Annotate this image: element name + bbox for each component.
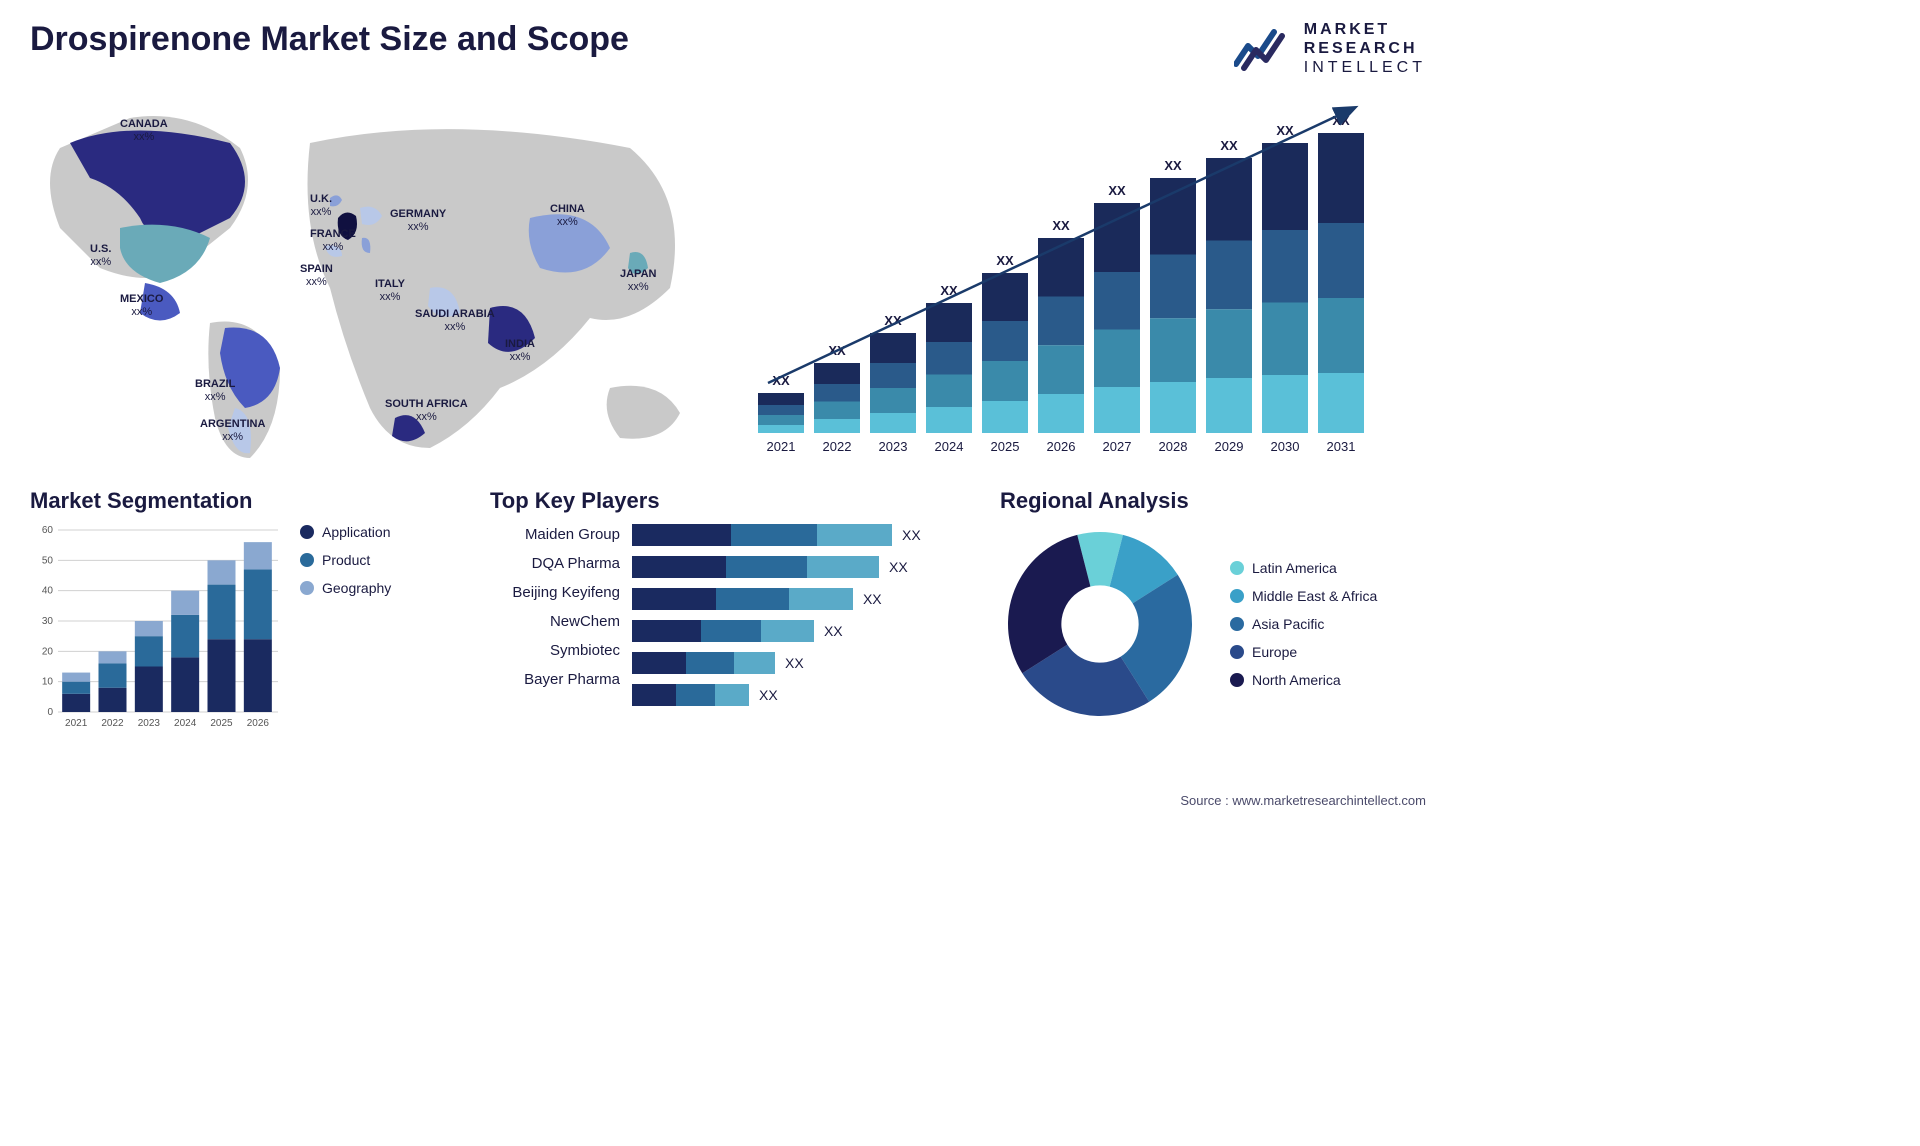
seg-legend-geography: Geography <box>300 580 391 596</box>
map-label-mexico: MEXICOxx% <box>120 293 163 319</box>
svg-text:2030: 2030 <box>1271 439 1300 454</box>
region-legend-europe: Europe <box>1230 644 1377 660</box>
map-label-argentina: ARGENTINAxx% <box>200 418 265 444</box>
world-map-panel: CANADAxx% U.S.xx% MEXICOxx% BRAZILxx% ARGENT… <box>30 88 710 468</box>
map-label-india: INDIAxx% <box>505 338 535 364</box>
player-value: XX <box>902 527 921 543</box>
growth-chart: XX2021XX2022XX2023XX2024XX2025XX2026XX20… <box>740 88 1400 468</box>
source-attribution: Source : www.marketresearchintellect.com <box>1180 793 1426 808</box>
page-title: Drospirenone Market Size and Scope <box>30 20 629 59</box>
svg-text:2024: 2024 <box>174 718 197 729</box>
player-label: Bayer Pharma <box>490 671 620 688</box>
player-bar-row: XX <box>632 620 970 642</box>
svg-text:XX: XX <box>1108 183 1126 198</box>
svg-text:2029: 2029 <box>1215 439 1244 454</box>
players-labels: Maiden Group DQA Pharma Beijing Keyifeng Ne… <box>490 524 620 706</box>
svg-text:2026: 2026 <box>1047 439 1076 454</box>
region-legend-asia-pacific: Asia Pacific <box>1230 616 1377 632</box>
map-label-spain: SPAINxx% <box>300 263 333 289</box>
world-map <box>30 88 710 468</box>
player-bar-row: XX <box>632 588 970 610</box>
region-legend-latin-america: Latin America <box>1230 560 1377 576</box>
svg-text:2021: 2021 <box>65 718 88 729</box>
logo-icon <box>1234 26 1294 72</box>
players-title: Top Key Players <box>490 488 970 514</box>
player-value: XX <box>863 591 882 607</box>
player-label: Symbiotec <box>490 642 620 659</box>
svg-text:2023: 2023 <box>138 718 161 729</box>
map-label-u-s-: U.S.xx% <box>90 243 111 269</box>
seg-legend-application: Application <box>300 524 391 540</box>
svg-text:20: 20 <box>42 646 54 657</box>
players-panel: Top Key Players Maiden Group DQA Pharma Be… <box>490 488 970 734</box>
region-legend-north-america: North America <box>1230 672 1377 688</box>
player-label: NewChem <box>490 613 620 630</box>
map-label-brazil: BRAZILxx% <box>195 378 235 404</box>
map-label-italy: ITALYxx% <box>375 278 405 304</box>
logo-line-2: RESEARCH <box>1304 39 1426 58</box>
logo-line-3: INTELLECT <box>1304 58 1426 77</box>
svg-text:2024: 2024 <box>935 439 964 454</box>
player-bar-row: XX <box>632 524 970 546</box>
svg-text:XX: XX <box>996 253 1014 268</box>
map-label-china: CHINAxx% <box>550 203 585 229</box>
svg-text:XX: XX <box>1276 123 1294 138</box>
player-bar-row: XX <box>632 652 970 674</box>
logo-line-1: MARKET <box>1304 20 1426 39</box>
regional-panel: Regional Analysis Latin America Middle Ea… <box>1000 488 1426 734</box>
svg-text:10: 10 <box>42 676 54 687</box>
player-bar-row: XX <box>632 684 970 706</box>
player-label: Maiden Group <box>490 526 620 543</box>
player-value: XX <box>785 655 804 671</box>
map-label-japan: JAPANxx% <box>620 268 656 294</box>
segmentation-title: Market Segmentation <box>30 488 460 514</box>
svg-text:2027: 2027 <box>1103 439 1132 454</box>
svg-text:XX: XX <box>1220 138 1238 153</box>
svg-text:XX: XX <box>1052 218 1070 233</box>
svg-text:30: 30 <box>42 616 54 627</box>
svg-text:50: 50 <box>42 555 54 566</box>
regional-title: Regional Analysis <box>1000 488 1426 514</box>
player-label: DQA Pharma <box>490 555 620 572</box>
svg-text:2028: 2028 <box>1159 439 1188 454</box>
map-label-germany: GERMANYxx% <box>390 208 446 234</box>
svg-text:XX: XX <box>1164 158 1182 173</box>
brand-logo: MARKET RESEARCH INTELLECT <box>1234 20 1426 78</box>
svg-text:0: 0 <box>47 707 53 718</box>
svg-text:2025: 2025 <box>210 718 233 729</box>
svg-text:2025: 2025 <box>991 439 1020 454</box>
players-bars: XX XX XX XX XX XX <box>632 524 970 706</box>
map-label-canada: CANADAxx% <box>120 118 168 144</box>
player-label: Beijing Keyifeng <box>490 584 620 601</box>
svg-text:2026: 2026 <box>247 718 270 729</box>
svg-text:2023: 2023 <box>879 439 908 454</box>
player-bar-row: XX <box>632 556 970 578</box>
player-value: XX <box>824 623 843 639</box>
segmentation-legend: Application Product Geography <box>300 524 391 734</box>
map-label-saudi-arabia: SAUDI ARABIAxx% <box>415 308 495 334</box>
region-legend-middle-east-africa: Middle East & Africa <box>1230 588 1377 604</box>
growth-chart-panel: XX2021XX2022XX2023XX2024XX2025XX2026XX20… <box>740 88 1426 468</box>
regional-legend: Latin America Middle East & Africa Asia Pa… <box>1230 560 1377 688</box>
svg-text:2022: 2022 <box>101 718 124 729</box>
regional-donut <box>1000 524 1200 724</box>
player-value: XX <box>759 687 778 703</box>
svg-text:60: 60 <box>42 525 54 536</box>
segmentation-chart: 0 10 20 30 40 50 60 2021 2022 2023 2024 2025 2026 <box>30 524 280 734</box>
segmentation-panel: Market Segmentation 0 10 20 30 40 50 60 2021 202… <box>30 488 460 734</box>
map-label-south-africa: SOUTH AFRICAxx% <box>385 398 468 424</box>
svg-text:2022: 2022 <box>823 439 852 454</box>
map-label-u-k-: U.K.xx% <box>310 193 332 219</box>
svg-text:2021: 2021 <box>767 439 796 454</box>
svg-text:2031: 2031 <box>1327 439 1356 454</box>
player-value: XX <box>889 559 908 575</box>
svg-text:40: 40 <box>42 585 54 596</box>
map-label-france: FRANCExx% <box>310 228 356 254</box>
seg-legend-product: Product <box>300 552 391 568</box>
